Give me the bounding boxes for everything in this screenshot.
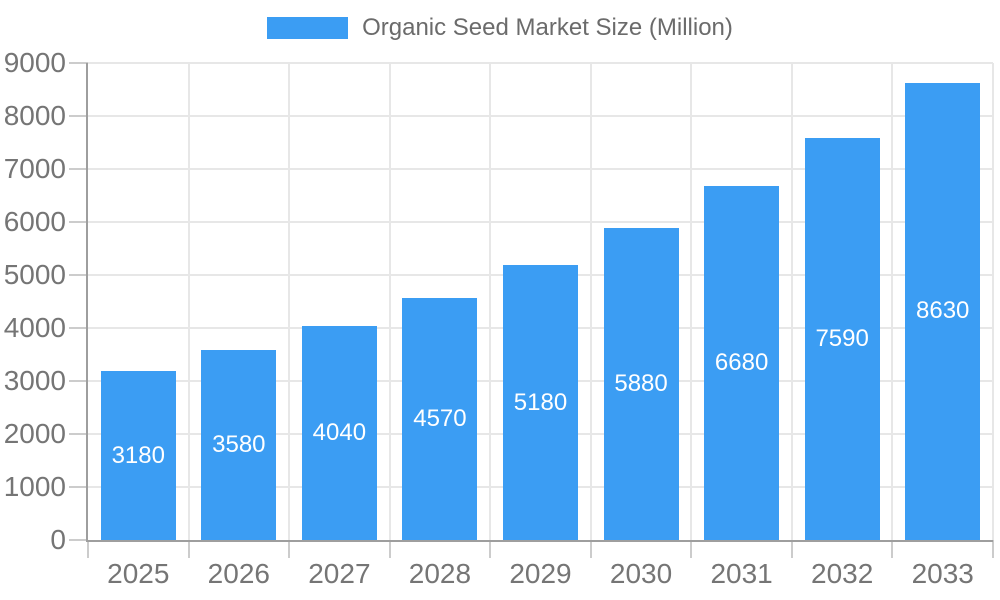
x-axis-label: 2027: [308, 558, 371, 589]
bar-value-label: 3180: [111, 441, 165, 469]
x-axis-label: 2025: [107, 558, 170, 589]
bar-value-label: 3580: [212, 431, 266, 459]
x-gridline: [388, 63, 391, 540]
x-axis-tick: [187, 540, 190, 558]
x-axis-tick: [690, 540, 693, 558]
x-axis-label: 2028: [408, 558, 472, 589]
y-axis-label: 9000: [3, 47, 66, 78]
legend-label: Organic Seed Market Size (Million): [362, 14, 733, 41]
y-axis-label: 0: [50, 524, 66, 555]
y-gridline: [88, 221, 993, 223]
bar-value-label: 5880: [614, 370, 668, 398]
x-axis-tick: [992, 540, 994, 558]
y-axis-tick: [69, 380, 88, 382]
bar-2031[interactable]: 6680: [704, 185, 780, 540]
x-axis-tick: [388, 540, 391, 558]
bar-2025[interactable]: 3180: [100, 371, 176, 540]
x-axis-label: 2026: [207, 558, 270, 589]
y-axis-tick: [69, 221, 88, 223]
x-axis-tick: [489, 540, 492, 558]
y-axis-tick: [69, 433, 88, 435]
x-gridline: [187, 63, 190, 540]
x-axis-tick: [288, 540, 291, 558]
bar-2030[interactable]: 5880: [603, 228, 679, 540]
bar-2026[interactable]: 3580: [201, 350, 277, 540]
x-axis-tick: [87, 540, 89, 558]
x-axis-label: 2033: [911, 558, 974, 589]
legend-swatch: [267, 17, 349, 39]
y-axis-label: 8000: [3, 100, 66, 131]
bar-2027[interactable]: 4040: [301, 325, 377, 540]
x-axis-tick: [891, 540, 894, 558]
bar-value-label: 4040: [312, 418, 367, 446]
bar-value-label: 4570: [413, 404, 467, 432]
y-axis-label: 4000: [3, 312, 66, 343]
y-gridline: [88, 115, 993, 117]
x-axis-label: 2031: [710, 558, 773, 589]
x-axis-label: 2029: [509, 558, 572, 589]
bar-2033[interactable]: 8630: [905, 82, 981, 540]
y-axis-label: 7000: [3, 153, 66, 184]
y-axis-tick: [69, 62, 88, 64]
bar-value-label: 5180: [513, 388, 568, 416]
y-axis-tick: [69, 327, 88, 329]
y-axis-tick: [69, 486, 88, 488]
y-axis-tick: [69, 168, 88, 170]
legend[interactable]: Organic Seed Market Size (Million): [0, 0, 1000, 56]
bar-value-label: 6680: [714, 348, 769, 376]
y-axis-label: 5000: [3, 259, 66, 290]
x-axis-tick: [790, 540, 793, 558]
y-axis-label: 2000: [3, 418, 66, 449]
bar-2028[interactable]: 4570: [402, 297, 478, 540]
y-gridline: [88, 168, 993, 170]
x-gridline: [288, 63, 291, 540]
y-axis-tick: [69, 115, 88, 117]
bar-value-label: 7590: [815, 324, 869, 352]
x-gridline: [992, 63, 994, 540]
x-axis-label: 2032: [811, 558, 874, 589]
x-gridline: [489, 63, 492, 540]
y-axis-label: 6000: [3, 206, 66, 237]
x-axis-tick: [589, 540, 592, 558]
bar-2029[interactable]: 5180: [503, 265, 578, 540]
x-gridline: [790, 63, 793, 540]
bar-value-label: 8630: [916, 297, 970, 325]
x-gridline: [891, 63, 894, 540]
x-axis-label: 2030: [609, 558, 673, 589]
x-gridline: [589, 63, 592, 540]
y-axis-tick: [69, 274, 88, 276]
x-gridline: [690, 63, 693, 540]
y-axis-line: [86, 63, 88, 542]
y-axis-label: 1000: [3, 471, 66, 502]
bar-2032[interactable]: 7590: [804, 137, 880, 540]
y-gridline: [88, 62, 993, 64]
y-axis-label: 3000: [3, 365, 66, 396]
x-axis-line: [86, 540, 993, 542]
y-axis-tick: [69, 539, 88, 541]
